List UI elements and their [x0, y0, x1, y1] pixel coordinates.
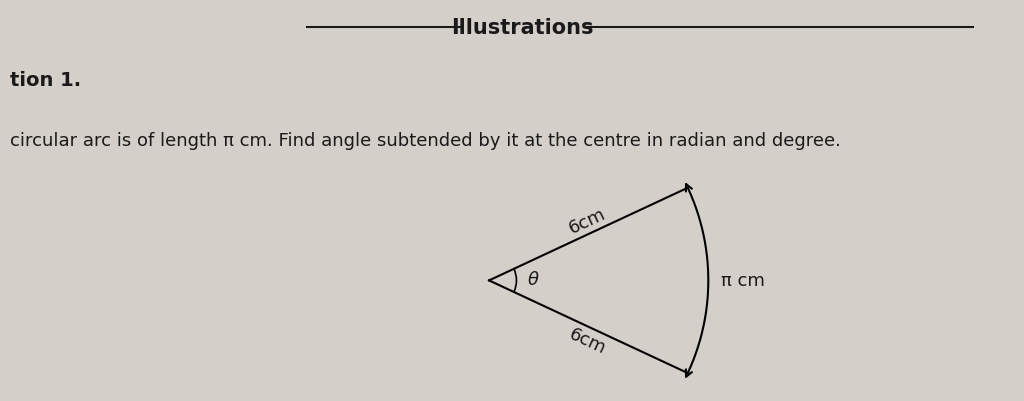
Text: tion 1.: tion 1.: [10, 71, 81, 90]
Text: 6cm: 6cm: [565, 205, 608, 237]
Text: θ: θ: [527, 270, 539, 288]
Text: 6cm: 6cm: [565, 324, 608, 356]
Text: π cm: π cm: [721, 272, 765, 290]
Text: circular arc is of length π cm. Find angle subtended by it at the centre in radi: circular arc is of length π cm. Find ang…: [10, 132, 841, 149]
Text: Illustrations: Illustrations: [451, 18, 594, 38]
